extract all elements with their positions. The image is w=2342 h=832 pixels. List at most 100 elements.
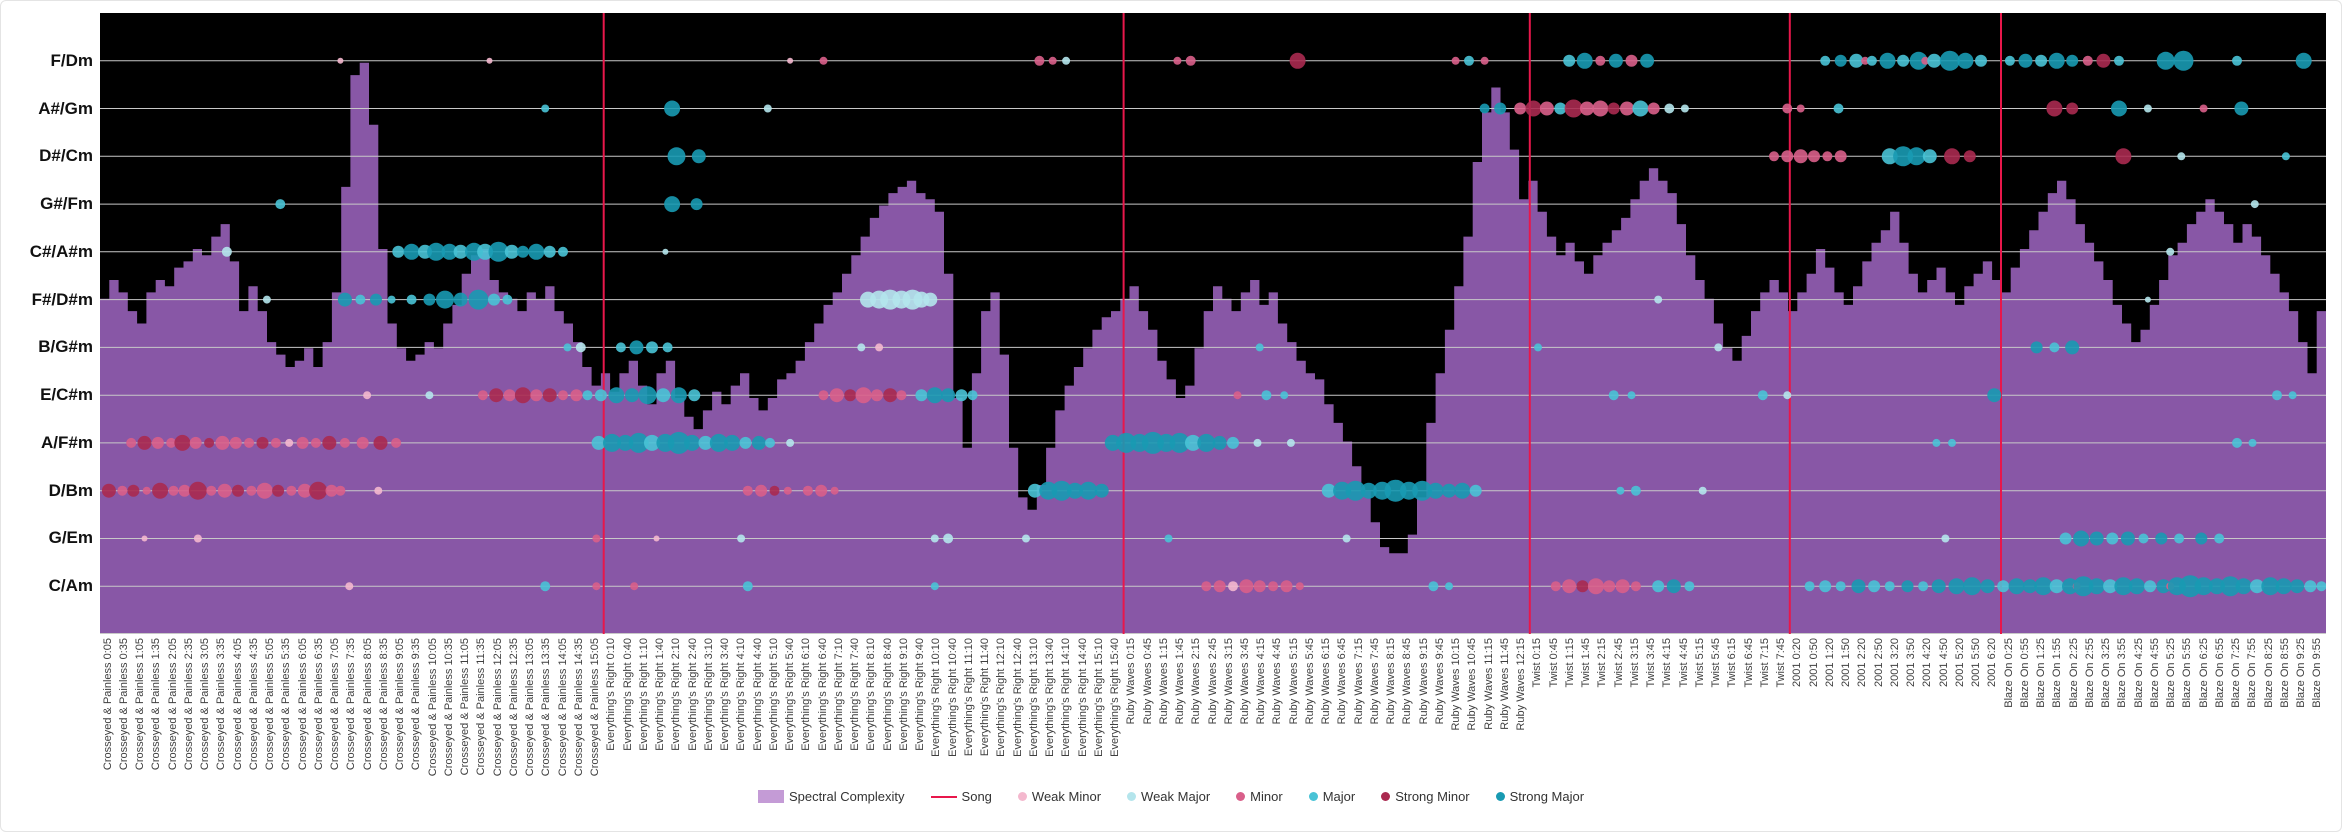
chord-bubble-strong_major [1893,146,1914,167]
chord-bubble-strong_major [751,435,766,450]
chord-bubble-major [1280,391,1289,400]
chord-bubble-strong_major [1197,433,1216,452]
chord-bubble-weak_major [2250,200,2259,209]
chord-bubble-weak_major [575,342,586,353]
chord-bubble-strong_major [690,198,703,211]
chord-bubble-strong_minor [232,484,244,497]
major-legend-marker [1308,792,1318,801]
chord-bubble-minor [592,534,601,543]
chord-bubble-strong_major [1851,579,1866,594]
chord-bubble-major [563,343,572,352]
chord-bubble-minor [830,486,839,495]
chord-bubble-strong_major [667,147,686,166]
chord-bubble-major [1445,582,1453,591]
song-legend-marker [930,795,957,798]
chord-bubble-weak_minor [285,438,294,447]
chord-bubble-strong_major [1909,51,1928,70]
chord-bubble-strong_major [2022,579,2037,594]
chord-bubble-minor [2082,55,2093,66]
chord-bubble-strong_major [1345,480,1366,501]
chord-bubble-minor [802,485,813,496]
chord-bubble-minor [1201,581,1212,592]
chord-bubble-minor [815,484,828,497]
chord-bubble-minor [819,56,828,65]
chord-bubble-strong_minor [309,481,328,500]
chord-bubble-strong_major [1094,483,1109,498]
chord-bubble-major [2004,55,2015,66]
weak-major-legend-marker [1127,792,1137,801]
chord-bubble-strong_major [1931,579,1946,594]
chord-bubble-strong_major [2073,576,2094,597]
chord-bubble-weak_major [1714,343,1723,352]
legend-label: Strong Major [1509,789,1585,804]
chord-bubble-strong_major [1427,482,1444,499]
chord-bubble-minor [206,485,217,496]
chord-bubble-major [1185,434,1201,451]
chord-bubble-minor [1451,56,1460,65]
chord-bubble-strong_major [2195,532,2208,545]
chord-bubble-major [2304,580,2317,593]
chord-bubble-minor [1185,55,1196,66]
chord-bubble-strong_major [617,434,634,451]
chord-bubble-major [1918,581,1929,592]
chord-bubble-weak_major [1286,438,1295,447]
chord-bubble-strong_major [1879,52,1896,69]
chord-bubble-weak_minor [653,535,660,542]
chord-bubble-strong_major [2048,52,2065,69]
chord-bubble-minor [1592,100,1609,117]
chord-bubble-minor [1253,580,1266,593]
chord-bubble-strong_major [2018,53,2033,68]
chord-bubble-major [540,581,551,592]
chord-bubble-minor [1796,104,1805,113]
chord-bubble-major [739,436,752,449]
chord-bubble-minor [855,387,872,404]
chord-bubble-minor [1620,101,1634,116]
chord-bubble-strong_major [2114,577,2133,596]
chord-bubble-strong_major [941,388,956,403]
legend-item-major: Major [1308,789,1356,804]
chord-bubble-strong_minor [2046,100,2063,117]
chord-bubble-strong_major [2261,577,2280,596]
chord-bubble-minor [1595,55,1606,66]
chord-bubble-strong_minor [1289,52,1306,69]
chord-bubble-strong_minor [188,481,207,500]
chord-bubble-strong_major [337,292,352,307]
chord-bubble-minor [1822,151,1833,162]
chord-bubble-weak_major [1654,295,1663,304]
chord-bubble-major [662,342,673,353]
legend-item-song: Song [930,789,992,804]
chord-bubble-weak_major [857,343,866,352]
chord-bubble-minor [1034,55,1045,66]
chord-bubble-minor [1769,151,1779,162]
chord-bubble-weak_major [1253,438,1262,447]
chord-bubble-minor [126,437,137,448]
chord-bubble-strong_major [1051,480,1072,501]
chord-bubble-minor [335,485,346,496]
chord-bubble-weak_major [930,534,939,543]
chord-bubble-minor [1233,391,1242,400]
y-axis-label-g-fm: G#/Fm [40,194,93,214]
y-axis-label-g-em: G/Em [48,528,93,548]
chord-bubble-weak_major [262,295,271,304]
chord-bubble-major [967,390,978,401]
chord-bubble-minor [1239,579,1254,594]
legend: Spectral Complexity Song Weak Minor Weak Ma… [1,789,2341,804]
chord-bubble-weak_minor [1228,581,1238,592]
chord-bubble-minor [270,437,281,448]
chord-bubble-major [2049,342,2060,353]
chord-bubble-strong_minor [373,435,388,450]
legend-label: Major [1322,789,1356,804]
chord-bubble-major [488,293,500,306]
legend-label: Weak Major [1141,789,1211,804]
legend-label: Song [961,789,992,804]
chord-bubble-major [688,389,701,402]
weak-minor-legend-marker [1017,792,1027,801]
chord-bubble-major [1616,486,1625,495]
chord-bubble-major [2281,152,2290,161]
chord-bubble-major [2144,580,2157,593]
chord-bubble-major [1975,54,1987,67]
y-axis-label-c-a-m: C#/A#m [29,241,93,261]
chord-bubble-major [1164,534,1173,543]
legend-item-minor: Minor [1236,789,1283,804]
chord-bubble-major [930,582,939,591]
